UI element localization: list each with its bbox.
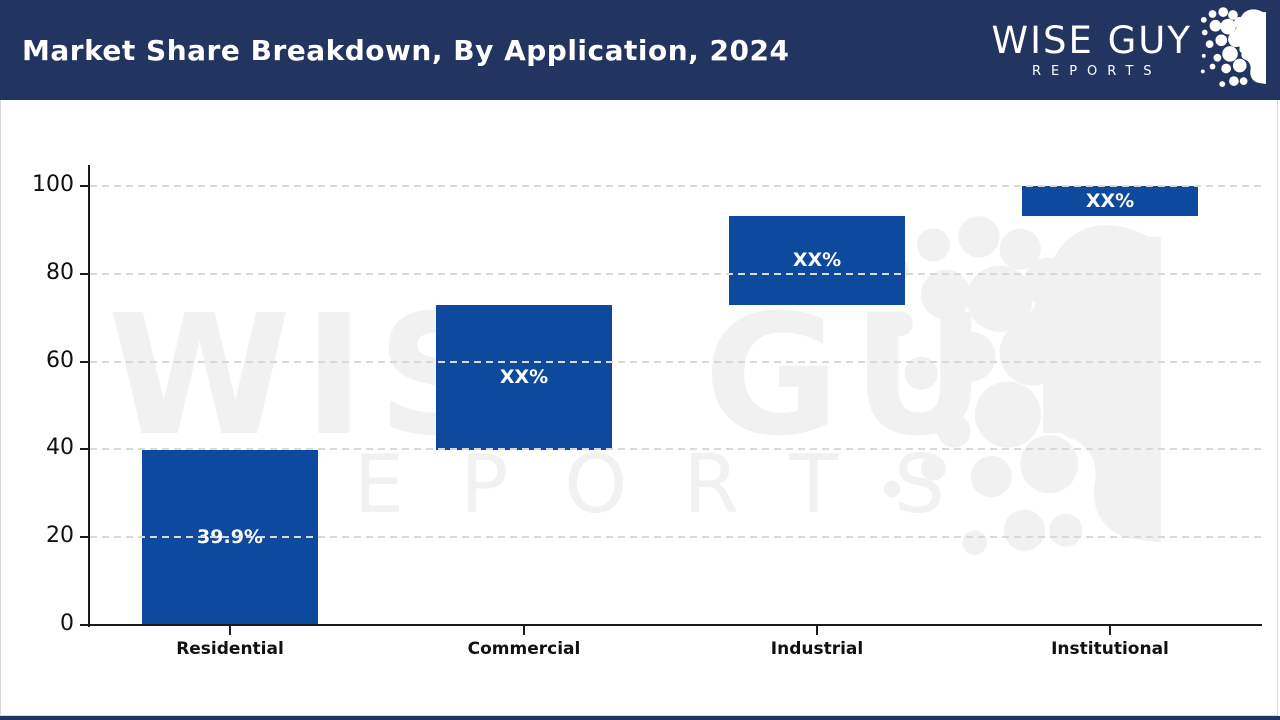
x-tick-commercial <box>523 626 525 635</box>
y-tick-100 <box>80 185 90 187</box>
logo-head-icon <box>1200 7 1266 87</box>
logo-subtext: REPORTS <box>1031 63 1162 79</box>
bar-value-label: XX% <box>499 366 549 389</box>
bar-industrial: XX% <box>729 215 905 305</box>
x-tick-label-industrial: Industrial <box>770 639 864 659</box>
gridline-80 <box>90 272 1262 275</box>
y-tick-label-80: 80 <box>46 259 74 285</box>
x-tick-label-institutional: Institutional <box>1051 639 1169 659</box>
chart-title: Market Share Breakdown, By Application, … <box>22 33 790 67</box>
header-bar: Market Share Breakdown, By Application, … <box>0 0 1280 100</box>
y-tick-label-20: 20 <box>46 523 74 549</box>
y-tick-label-40: 40 <box>46 435 74 461</box>
logo-wordmark: WISE GUY <box>991 18 1192 62</box>
y-tick-label-100: 100 <box>32 172 74 197</box>
bar-commercial: XX% <box>436 304 612 450</box>
gridline-60 <box>90 360 1262 363</box>
wiseguy-logo: WISE GUY REPORTS <box>992 6 1266 94</box>
y-tick-20 <box>80 536 90 539</box>
footer-bar <box>0 716 1280 720</box>
gridline-40 <box>90 448 1262 451</box>
x-tick-institutional <box>1109 626 1111 635</box>
bar-institutional: XX% <box>1022 186 1198 216</box>
watermark-subtext: REPORTS <box>242 438 1001 531</box>
gridline-100 <box>90 185 1262 187</box>
y-tick-0 <box>80 624 90 626</box>
x-axis-spine <box>88 624 1262 626</box>
y-tick-80 <box>80 272 90 275</box>
y-tick-label-0: 0 <box>60 611 74 636</box>
bar-value-label: XX% <box>1085 189 1135 212</box>
bar-value-label: XX% <box>792 249 842 272</box>
x-tick-industrial <box>816 626 818 635</box>
gridline-20 <box>90 536 1262 539</box>
x-tick-residential <box>229 626 231 635</box>
y-tick-label-60: 60 <box>46 347 74 373</box>
x-tick-label-residential: Residential <box>176 639 284 659</box>
x-tick-label-commercial: Commercial <box>467 639 581 659</box>
y-tick-40 <box>80 448 90 451</box>
y-axis-spine <box>88 165 90 627</box>
watermark-head-icon <box>883 216 1161 556</box>
y-tick-60 <box>80 360 90 363</box>
